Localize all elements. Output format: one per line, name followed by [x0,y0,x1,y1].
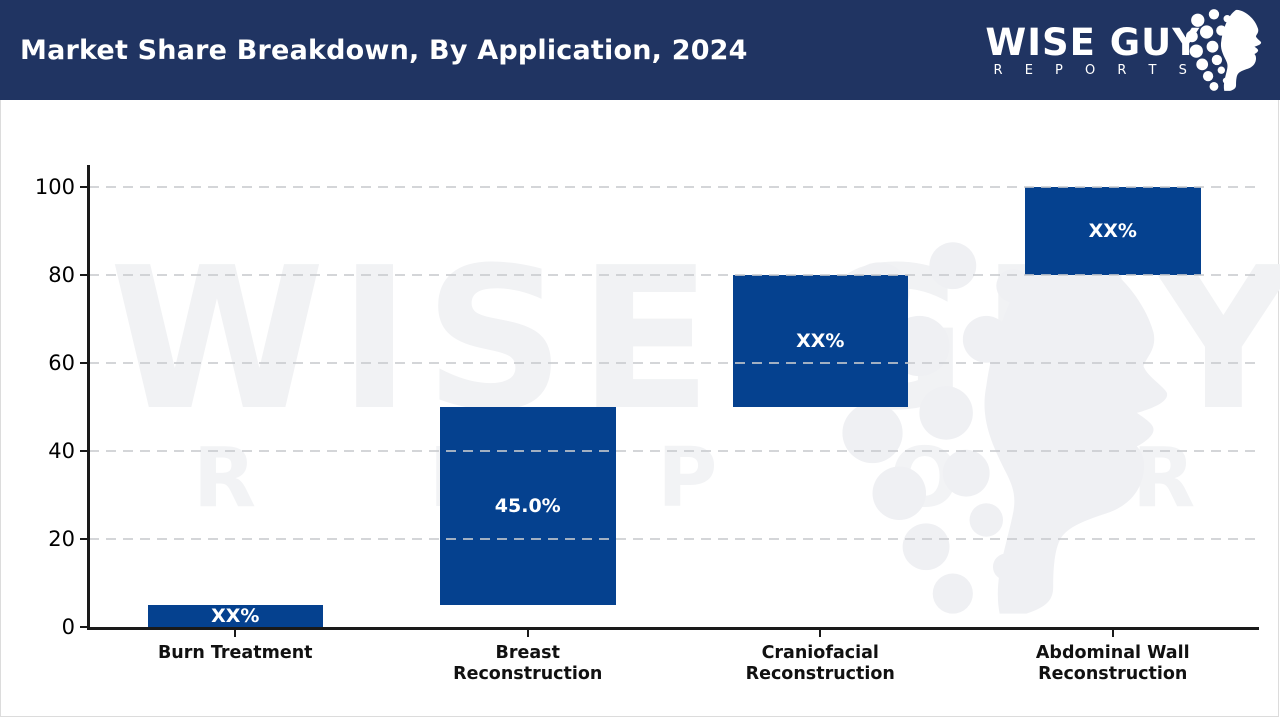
brand-name-line1: WISE GUY [985,20,1200,64]
y-tick-label: 40 [48,439,75,463]
y-tick [80,450,89,452]
header: Market Share Breakdown, By Application, … [0,0,1280,100]
y-tick [80,626,89,628]
bar-value-label: XX% [211,604,260,627]
x-category-label: Breast Reconstruction [453,643,603,685]
y-tick [80,538,89,540]
y-axis-line [87,165,90,629]
x-tick [819,629,822,637]
brand-logo: WISE GUY R E P O R T S [985,4,1266,96]
bar-value-label: XX% [796,329,845,352]
x-category-label: Burn Treatment [157,643,313,663]
bar: XX% [1025,187,1201,275]
x-category-label: Abdominal Wall Reconstruction [1035,643,1190,685]
gridline [89,186,1259,188]
gridline [89,450,1259,452]
chart-card: WISE GUY R E P O R T S 020406080100XX%Bu… [0,100,1280,717]
page-title: Market Share Breakdown, By Application, … [20,34,748,66]
x-tick [526,629,529,637]
brand-name-line2: R E P O R T S [993,62,1196,78]
x-axis-line [87,627,1259,630]
x-tick [1111,629,1114,637]
y-tick-label: 80 [48,263,75,287]
y-tick-label: 60 [48,351,75,375]
bar: XX% [732,275,908,407]
y-tick [80,186,89,188]
bar: 45.0% [440,407,616,605]
chart-plot: 0 20 40 60 80 100 XX% Burn Treatment 45.0% Breast… [1,100,1278,716]
brand-face-icon [1185,9,1262,91]
y-tick-label: 0 [61,615,75,639]
y-tick [80,274,89,276]
brand-name: WISE GUY R E P O R T S [985,24,1200,77]
gridline [89,362,1259,364]
x-category-label: Craniofacial Reconstruction [745,643,895,685]
bar: XX% [147,604,323,627]
bar-value-label: XX% [1088,219,1137,242]
x-tick [234,629,237,637]
bar-value-label: 45.0% [494,494,561,517]
y-tick-label: 100 [34,175,75,199]
gridline [89,538,1259,540]
y-tick-label: 20 [48,527,75,551]
y-tick [80,362,89,364]
gridline [89,274,1259,276]
